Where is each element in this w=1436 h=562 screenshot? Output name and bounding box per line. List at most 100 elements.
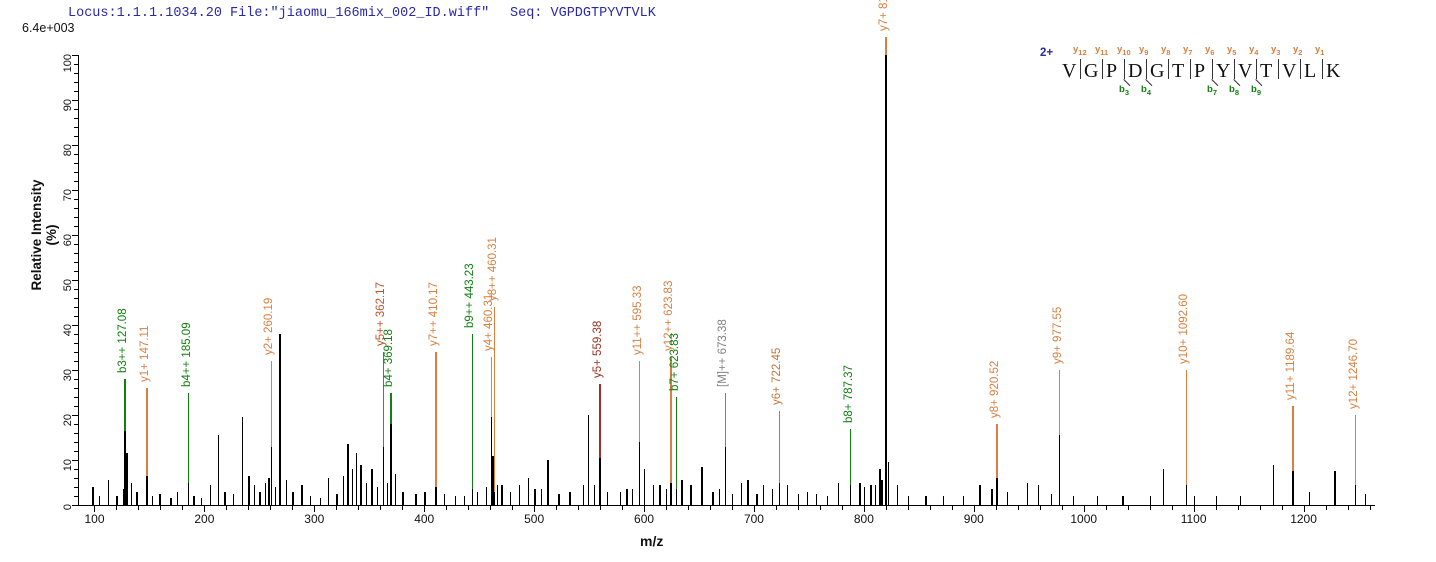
peak-bar xyxy=(232,493,235,505)
spectrum-header: Locus:1.1.1.1034.20 File:"jiaomu_166mix_… xyxy=(0,0,1436,26)
peak-bar xyxy=(619,491,622,505)
peak-bar xyxy=(815,493,817,505)
x-tick xyxy=(753,506,755,512)
peak-bar xyxy=(631,489,634,505)
ion-label-y9: y9 xyxy=(1139,44,1149,57)
peak-bar xyxy=(718,489,721,505)
peak-bar xyxy=(756,493,758,505)
peak-bar xyxy=(376,487,379,505)
y-tick xyxy=(72,190,79,191)
locus-file-text: Locus:1.1.1.1034.20 File:"jiaomu_166mix_… xyxy=(68,6,490,21)
y-tick xyxy=(74,469,79,470)
peak-bar xyxy=(92,487,94,505)
y-tick-label: 80 xyxy=(62,144,74,157)
residue-y-8: Y xyxy=(1216,60,1231,82)
annotated-peak: b9++ 443.23 xyxy=(464,263,476,505)
peak-bar xyxy=(1122,496,1124,505)
x-tick-label: 800 xyxy=(853,512,874,526)
peak-bar xyxy=(540,489,543,505)
peak-bar xyxy=(896,484,899,505)
peak-bar xyxy=(527,478,529,505)
residue-v-1: V xyxy=(1062,60,1077,82)
x-tick xyxy=(775,506,777,510)
y-tick-label: 100 xyxy=(62,54,74,73)
y-tick xyxy=(74,442,79,443)
residue-g-5: G xyxy=(1150,60,1165,82)
x-tick-label: 200 xyxy=(194,512,215,526)
x-tick xyxy=(578,506,580,510)
y-tick xyxy=(74,334,79,335)
peak-label: y6+ 722.45 xyxy=(771,347,784,405)
y-tick-label: 60 xyxy=(62,234,74,247)
peak-label: y12+ 1246.70 xyxy=(1347,338,1360,409)
x-tick xyxy=(116,506,118,510)
sequence-text: Seq: VGPDGTPYVTVLK xyxy=(510,6,656,21)
peak-bar xyxy=(1292,471,1294,505)
x-tick xyxy=(841,506,843,510)
peak-bar xyxy=(534,489,536,505)
x-tick xyxy=(907,506,909,510)
peak-bar xyxy=(151,496,154,505)
annotated-peak-stem xyxy=(494,307,496,505)
peak-bar xyxy=(268,478,270,505)
peak-bar xyxy=(771,489,773,505)
annotated-peak: y6+ 722.45 xyxy=(771,347,783,505)
fragment-bar xyxy=(1300,59,1301,79)
peak-bar xyxy=(501,484,503,505)
x-tick xyxy=(1347,506,1349,510)
peak-bar xyxy=(740,482,743,505)
x-tick xyxy=(490,506,492,510)
peak-label: b9++ 443.23 xyxy=(464,263,477,328)
ion-label-y2: y2 xyxy=(1293,44,1303,57)
peak-bar xyxy=(1215,496,1217,505)
x-tick xyxy=(885,506,887,510)
x-axis-line xyxy=(78,505,1375,506)
y-tick xyxy=(74,199,79,200)
y-tick xyxy=(72,145,79,146)
peak-bar xyxy=(292,491,294,505)
peak-bar xyxy=(786,484,789,505)
peak-bar xyxy=(224,491,226,505)
y-tick xyxy=(74,217,79,218)
y-tick xyxy=(72,55,79,56)
annotated-peak-stem xyxy=(670,356,672,505)
x-tick-label: 400 xyxy=(414,512,435,526)
x-tick xyxy=(644,506,646,512)
annotated-peak: y10+ 1092.60 xyxy=(1178,294,1190,505)
peak-bar xyxy=(402,491,404,505)
annotated-peak: y8+ 920.52 xyxy=(989,361,1001,505)
peak-bar xyxy=(599,457,601,505)
x-tick xyxy=(94,506,96,512)
peak-bar xyxy=(979,484,981,505)
peak-bar xyxy=(593,484,595,505)
y-tick xyxy=(72,370,79,371)
peak-bar xyxy=(347,444,349,505)
y-tick xyxy=(74,496,79,497)
x-tick xyxy=(446,506,448,510)
peak-bar xyxy=(496,484,499,505)
y-tick xyxy=(74,316,79,317)
peak-bar xyxy=(991,489,993,505)
x-tick xyxy=(951,506,953,510)
peak-bar xyxy=(1239,496,1242,505)
peak-bar xyxy=(123,489,125,505)
x-tick-label: 1100 xyxy=(1180,512,1207,526)
x-tick xyxy=(402,506,404,510)
y-tick xyxy=(74,118,79,119)
peak-bar xyxy=(762,484,765,505)
y-tick xyxy=(72,505,79,506)
x-tick xyxy=(1369,506,1371,510)
peak-bar xyxy=(996,478,998,505)
x-tick xyxy=(336,506,338,510)
peak-series: b3++ 127.08 y1+ 147.11 b4++ 185.09 y2+ 260.… xyxy=(78,0,1375,505)
peak-bar xyxy=(365,482,368,505)
peak-bar xyxy=(490,417,492,505)
x-tick xyxy=(622,506,624,510)
y-tick xyxy=(74,424,79,425)
peak-bar xyxy=(797,493,800,505)
annotated-peak-stem xyxy=(270,361,272,505)
peak-bar xyxy=(371,469,373,505)
peak-bar xyxy=(116,496,118,505)
peak-bar xyxy=(319,498,322,505)
